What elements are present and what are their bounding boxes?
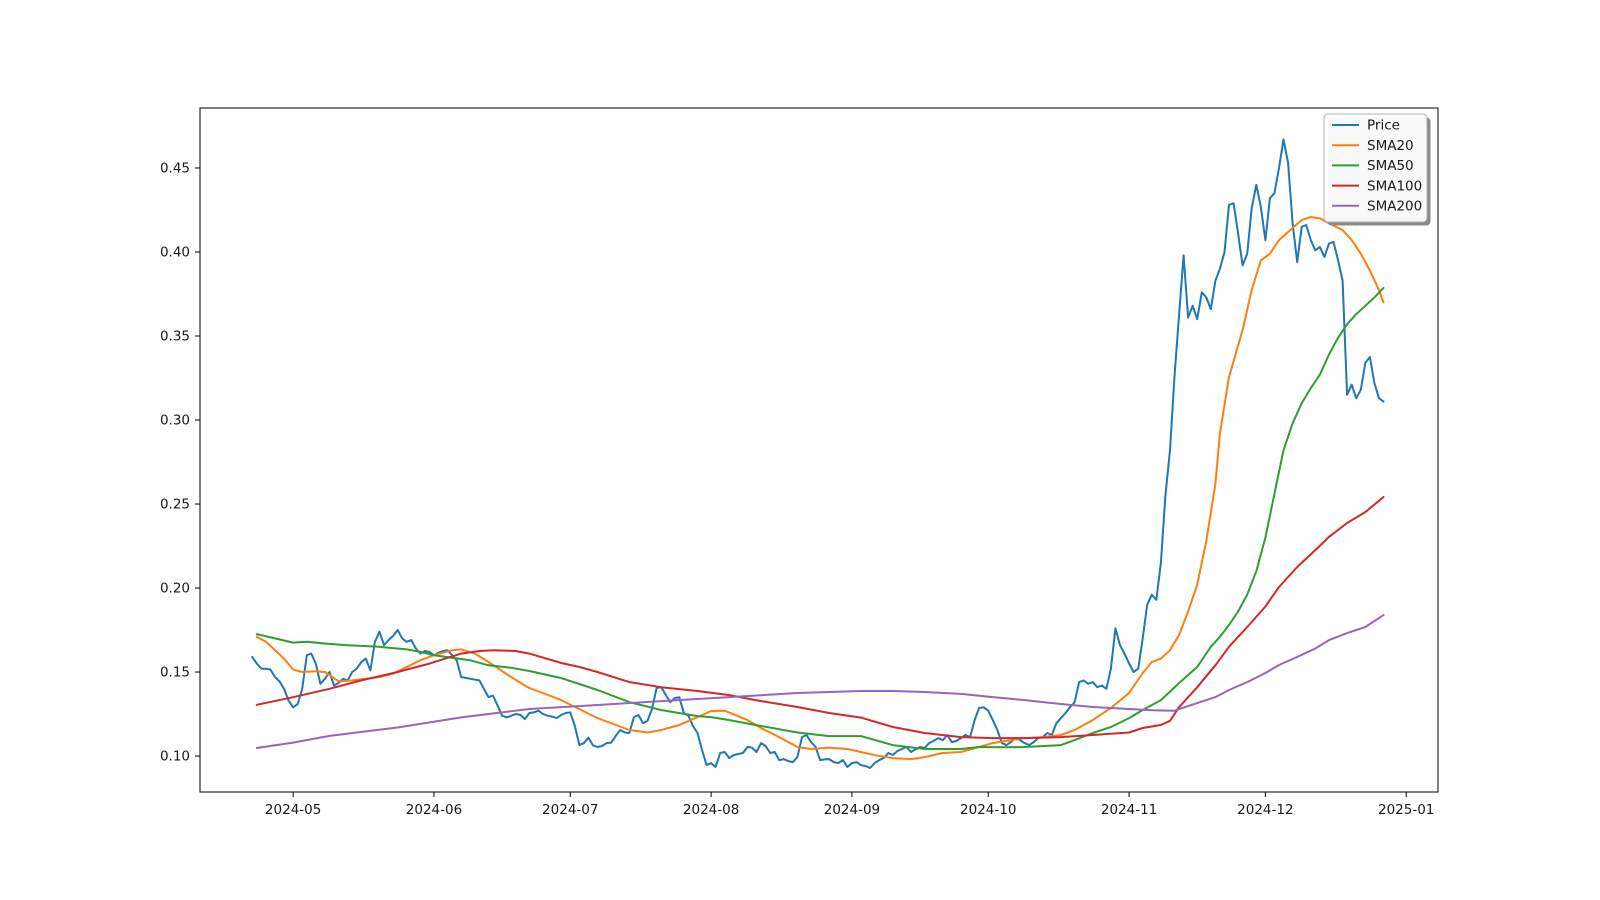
x-tick-label: 2024-06 (406, 802, 462, 818)
y-tick-label: 0.15 (160, 665, 190, 681)
y-axis: 0.10 0.15 0.20 0.25 0.30 0.35 0.40 0.45 (160, 161, 200, 765)
plot-frame (199, 107, 1439, 793)
legend-item-sma20: SMA20 (1332, 138, 1414, 154)
x-tick-label: 2024-05 (265, 802, 321, 818)
series-group (251, 138, 1385, 769)
legend-item-sma100: SMA100 (1332, 178, 1422, 194)
legend-label: Price (1367, 118, 1400, 134)
y-tick-label: 0.35 (160, 329, 190, 345)
y-tick-label: 0.20 (160, 581, 190, 597)
legend-item-price: Price (1332, 118, 1400, 134)
series-line-sma50 (255, 286, 1385, 750)
legend-frame (1323, 113, 1428, 223)
series-line-sma20 (255, 216, 1385, 761)
y-tick-label: 0.45 (160, 161, 190, 177)
legend-item-sma50: SMA50 (1332, 158, 1414, 174)
x-tick-label: 2024-09 (824, 802, 880, 818)
legend-label: SMA50 (1367, 158, 1414, 174)
x-tick-label: 2024-12 (1237, 802, 1293, 818)
y-tick-label: 0.30 (160, 413, 190, 429)
x-tick-label: 2024-11 (1101, 802, 1157, 818)
series-line-sma100 (255, 496, 1385, 740)
series-line-sma200 (255, 614, 1385, 749)
x-tick-label: 2024-10 (960, 802, 1016, 818)
x-tick-label: 2025-01 (1378, 802, 1434, 818)
x-tick-label: 2024-08 (683, 802, 739, 818)
series-line-price (251, 138, 1385, 769)
y-tick-label: 0.40 (160, 245, 190, 261)
x-tick-label: 2024-07 (542, 802, 598, 818)
legend-label: SMA200 (1367, 199, 1422, 215)
legend: Price SMA20 SMA50 SMA100 SMA200 (1323, 113, 1431, 226)
x-axis: 2024-05 2024-06 2024-07 2024-08 2024-09 2024-… (265, 792, 1434, 818)
legend-item-sma200: SMA200 (1332, 199, 1422, 215)
legend-label: SMA100 (1367, 178, 1422, 194)
y-tick-label: 0.25 (160, 497, 190, 513)
legend-label: SMA20 (1367, 138, 1414, 154)
y-tick-label: 0.10 (160, 749, 190, 765)
